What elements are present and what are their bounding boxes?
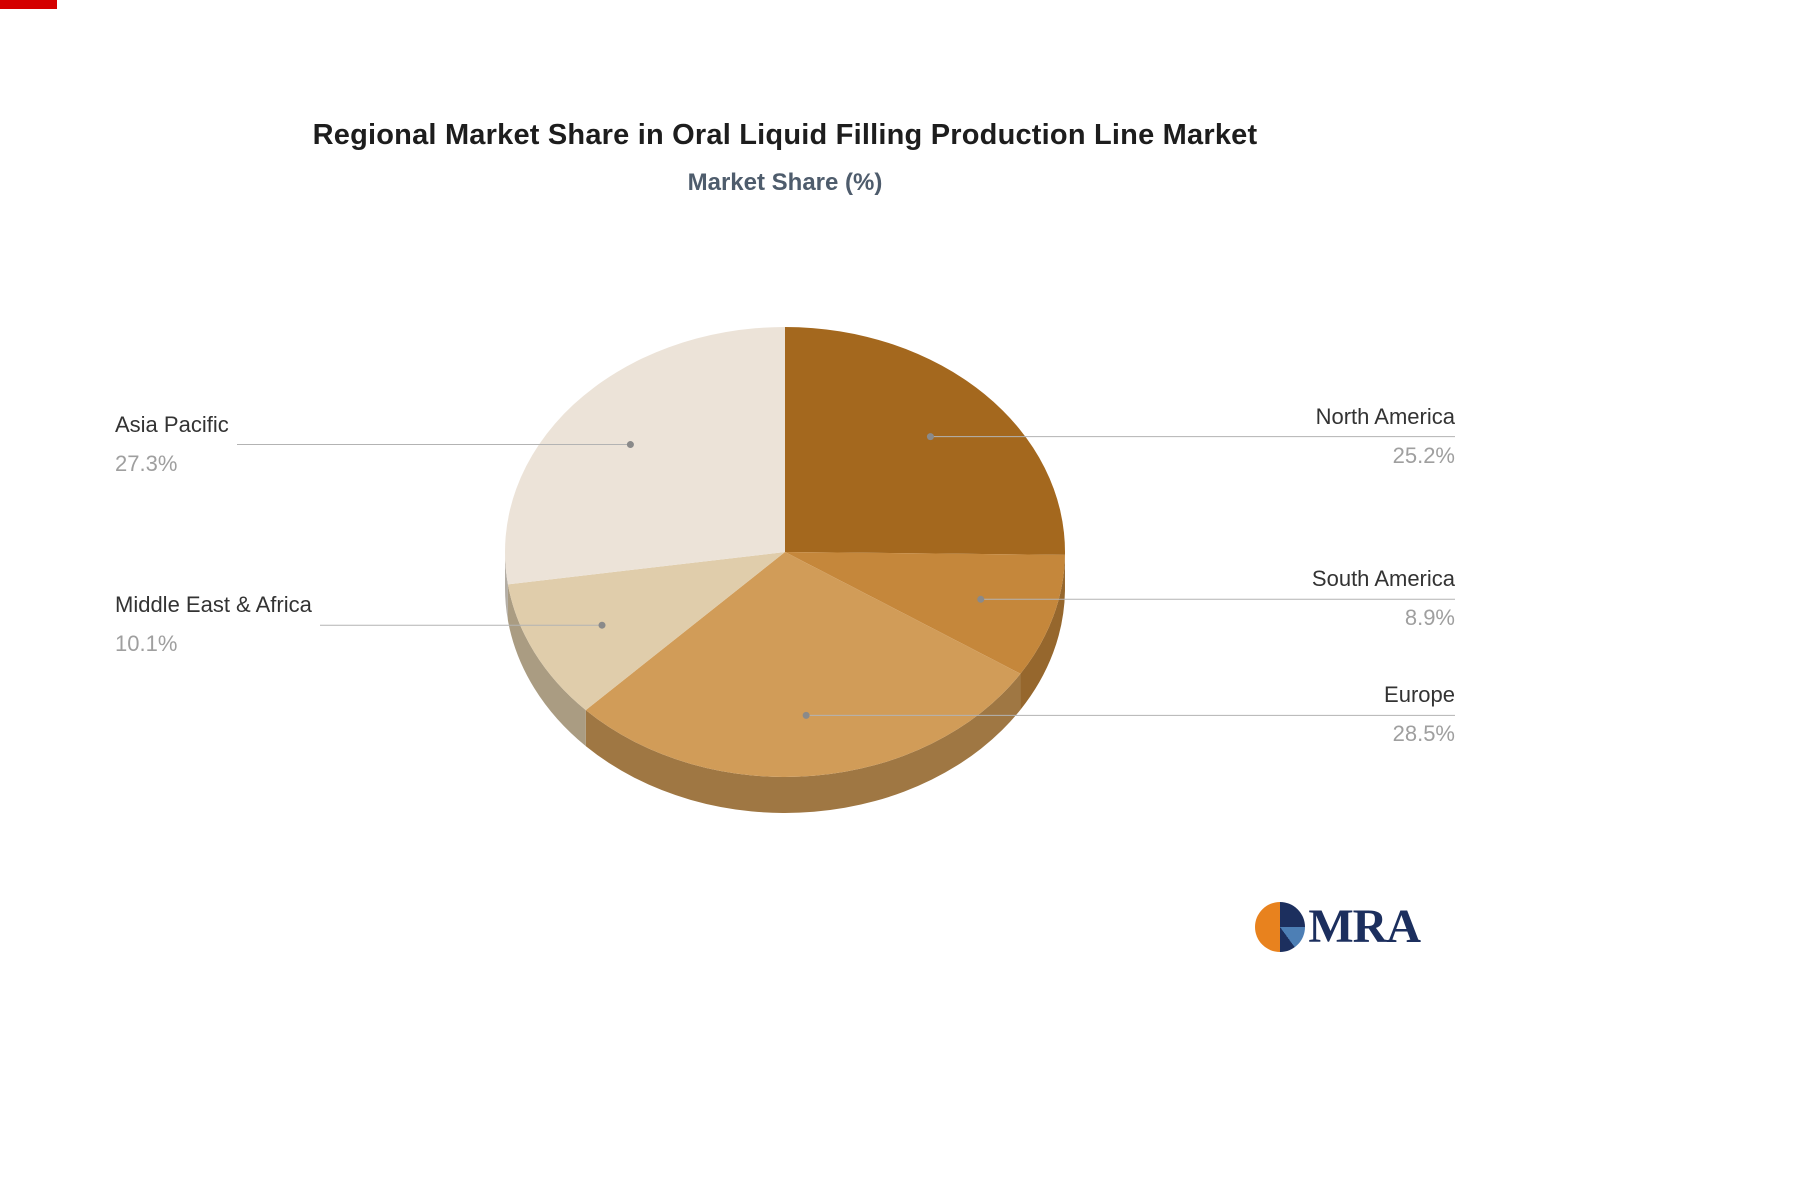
slice-label-value: 27.3%: [115, 450, 178, 476]
pie-slice-wall-south-america: [1020, 554, 1065, 710]
pie-slice-asia-pacific[interactable]: [505, 327, 785, 585]
slice-label-value: 10.1%: [115, 631, 178, 657]
slice-label-value: 25.2%: [1392, 442, 1455, 468]
slice-label-value: 8.9%: [1404, 605, 1455, 631]
pie-slice-wall-europe: [585, 673, 1021, 813]
slice-label-name: Asia Pacific: [115, 411, 229, 437]
slice-label-name: Europe: [1384, 682, 1455, 708]
slice-label-north-america: North America 25.2%: [1316, 403, 1455, 470]
slice-label-value: 28.5%: [1392, 721, 1455, 747]
pie-slice-wall-middle-east-africa: [507, 584, 586, 747]
pie-slice-middle-east-africa[interactable]: [507, 552, 785, 711]
leader-dot: [977, 595, 985, 603]
leader-dot: [802, 711, 810, 719]
leader-dot: [626, 441, 634, 449]
mra-logo-text: MRA: [1308, 900, 1421, 953]
slice-label-south-america: South America 8.9%: [1312, 565, 1455, 632]
slice-label-middle-east-africa: Middle East & Africa 10.1%: [115, 591, 312, 658]
pie-slice-wall-asia-pacific: [505, 552, 508, 621]
chart-subtitle: Market Share (%): [687, 169, 883, 196]
slice-label-europe: Europe 28.5%: [1384, 681, 1455, 748]
chart-title: Regional Market Share in Oral Liquid Fil…: [312, 119, 1258, 151]
screen-artifact-red-bar: [0, 0, 57, 9]
slice-label-name: Middle East & Africa: [115, 592, 312, 618]
pie-slice-north-america[interactable]: [785, 327, 1066, 555]
leader-dot: [598, 621, 606, 629]
mra-logo-pie-icon: [1255, 902, 1306, 952]
slice-label-name: South America: [1311, 566, 1455, 592]
leader-dot: [926, 433, 934, 441]
slice-label-asia-pacific: Asia Pacific 27.3%: [115, 411, 229, 478]
pie-slice-europe[interactable]: [585, 552, 1021, 777]
slice-label-name: North America: [1315, 403, 1455, 429]
mra-logo: MRA: [1255, 900, 1421, 953]
pie-slice-south-america[interactable]: [785, 552, 1065, 674]
